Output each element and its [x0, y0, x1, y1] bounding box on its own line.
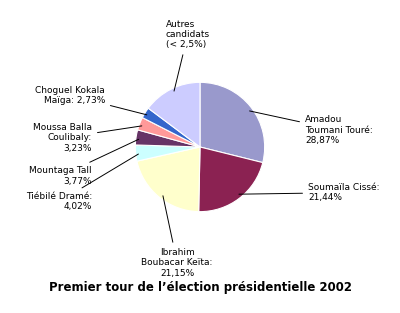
Wedge shape — [137, 147, 200, 212]
Text: Autres
candidats
(< 2,5%): Autres candidats (< 2,5%) — [166, 19, 210, 91]
Text: Tiébilé Dramé:
4,02%: Tiébilé Dramé: 4,02% — [26, 154, 138, 212]
Text: Ibrahim
Boubacar Keïta:
21,15%: Ibrahim Boubacar Keïta: 21,15% — [142, 196, 213, 278]
Wedge shape — [135, 130, 200, 147]
Text: Choguel Kokala
Maïga: 2,73%: Choguel Kokala Maïga: 2,73% — [35, 85, 147, 115]
Wedge shape — [142, 108, 200, 147]
Text: Mountaga Tall
3,77%: Mountaga Tall 3,77% — [29, 139, 139, 186]
Text: Soumaïla Cissé:
21,44%: Soumaïla Cissé: 21,44% — [239, 183, 380, 202]
Wedge shape — [138, 118, 200, 147]
Wedge shape — [148, 82, 200, 147]
Text: Premier tour de l’élection présidentielle 2002: Premier tour de l’élection présidentiell… — [48, 281, 352, 294]
Wedge shape — [135, 145, 200, 161]
Wedge shape — [200, 82, 265, 162]
Text: Amadou
Toumani Touré:
28,87%: Amadou Toumani Touré: 28,87% — [250, 111, 373, 145]
Wedge shape — [199, 147, 263, 212]
Text: Moussa Balla
Coulibaly:
3,23%: Moussa Balla Coulibaly: 3,23% — [33, 123, 142, 153]
